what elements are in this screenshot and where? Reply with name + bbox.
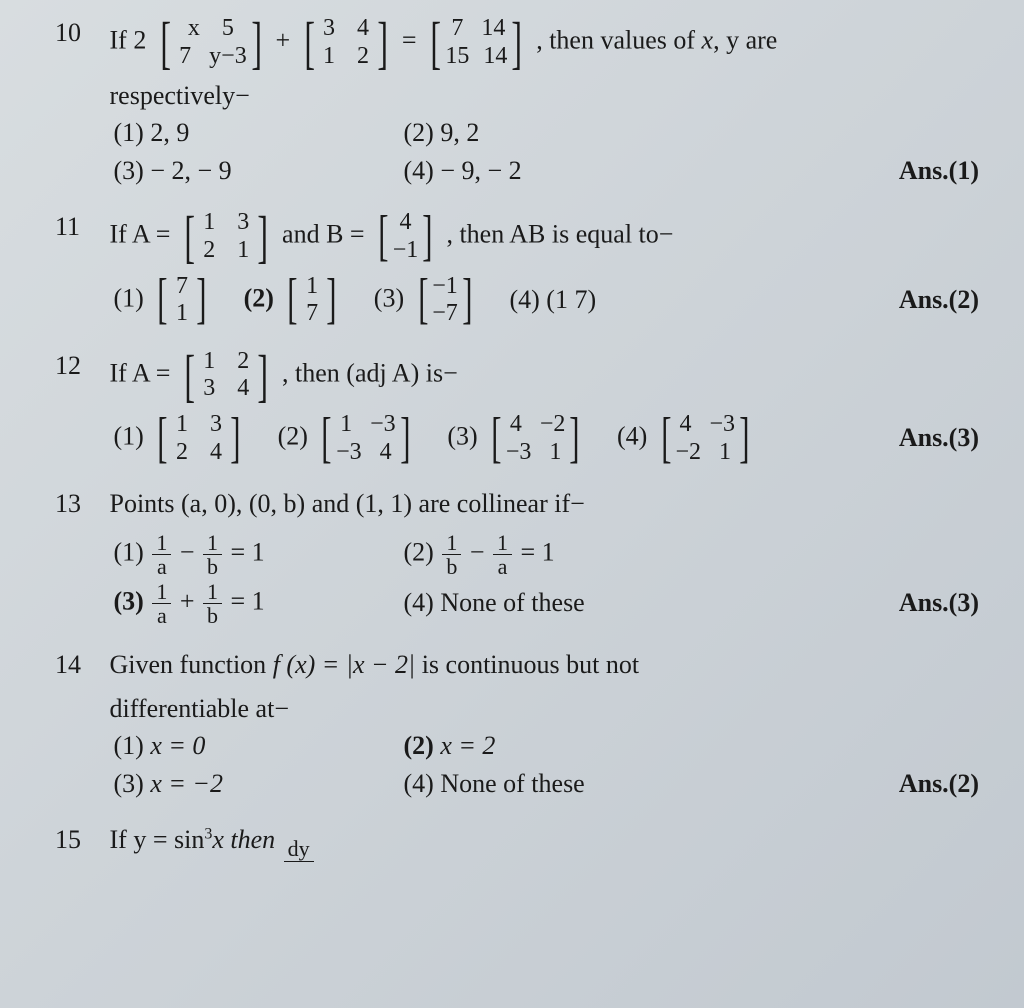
opt-4: (4) None of these — [404, 766, 664, 802]
opt-1: (1) [1324] — [114, 411, 248, 466]
qbody: Given function f (x) = |x − 2| is contin… — [110, 647, 990, 805]
question-14: 14 Given function f (x) = |x − 2| is con… — [55, 647, 994, 805]
opt-4: (4) − 9, − 2 — [404, 153, 664, 189]
eq: = — [402, 26, 423, 55]
stem-pre: If 2 — [110, 26, 147, 55]
opt-3: (3) x = −2 — [114, 766, 374, 802]
opt-1: (1) x = 0 — [114, 728, 374, 764]
xvar: x — [702, 26, 714, 55]
opt-4: (4) (1 7) — [509, 282, 596, 318]
qbody: If 2 [x57y−3] + [3412] = [7141514] , the… — [110, 15, 990, 191]
opt-4: (4) [4−3−21] — [617, 411, 757, 466]
options: (1) [1324] (2) [1−3−34] (3) [4−2−31] (4)… — [114, 411, 990, 466]
stem: Given function f (x) = |x − 2| is contin… — [110, 647, 990, 683]
matrix-2: [3412] — [300, 15, 393, 70]
options: (1) 2, 9 (2) 9, 2 (3) − 2, − 9 (4) − 9, … — [114, 115, 990, 190]
stem-line2: differentiable at− — [110, 691, 990, 727]
qbody: If A = [1321] and B = [4−1] , then AB is… — [110, 209, 990, 329]
qnum: 12 — [55, 348, 103, 384]
opt-2: (2) [1−3−34] — [278, 411, 418, 466]
opt-4: (4) None of these — [404, 585, 664, 621]
question-10: 10 If 2 [x57y−3] + [3412] = [7141514] , … — [55, 15, 994, 191]
stem-post2: , y are — [713, 26, 777, 55]
answer: Ans.(3) — [899, 585, 979, 621]
answer: Ans.(3) — [899, 420, 979, 456]
question-12: 12 If A = [1234] , then (adj A) is− (1) … — [55, 348, 994, 468]
plus: + — [276, 26, 297, 55]
qbody: Points (a, 0), (0, b) and (1, 1) are col… — [110, 486, 990, 629]
answer: Ans.(2) — [899, 282, 979, 318]
opt-3: (3) − 2, − 9 — [114, 153, 374, 189]
qbody: If A = [1234] , then (adj A) is− (1) [13… — [110, 348, 990, 468]
opt-2: (2) 1b − 1a = 1 — [404, 531, 664, 578]
opt-3: (3) [−1−7] — [374, 273, 480, 328]
matrix-A: [1321] — [180, 209, 273, 264]
stem: If A = [1321] and B = [4−1] , then AB is… — [110, 209, 990, 264]
stem-line2: respectively− — [110, 78, 990, 114]
opt-1: (1) 1a − 1b = 1 — [114, 531, 374, 578]
qnum: 13 — [55, 486, 103, 522]
qnum: 14 — [55, 647, 103, 683]
answer: Ans.(2) — [899, 766, 979, 802]
opt-1: (1) [71] — [114, 273, 214, 328]
matrix-3: [7141514] — [426, 15, 527, 70]
opt-2: (2) 9, 2 — [404, 115, 664, 151]
opt-3: (3) 1a + 1b = 1 — [114, 580, 374, 627]
question-13: 13 Points (a, 0), (0, b) and (1, 1) are … — [55, 486, 994, 629]
options: (1) [71] (2) [17] (3) [−1−7] (4) (1 7) A… — [114, 273, 990, 328]
opt-1: (1) 2, 9 — [114, 115, 374, 151]
stem: If 2 [x57y−3] + [3412] = [7141514] , the… — [110, 15, 990, 70]
options: (1) x = 0 (2) x = 2 (3) x = −2 (4) None … — [114, 728, 990, 803]
answer: Ans.(1) — [899, 153, 979, 189]
qbody: If y = sin3x then dy — [110, 822, 990, 861]
opt-2: (2) [17] — [244, 273, 344, 328]
matrix-1: [x57y−3] — [156, 15, 266, 70]
question-11: 11 If A = [1321] and B = [4−1] , then AB… — [55, 209, 994, 329]
qnum: 10 — [55, 15, 103, 51]
matrix-B: [4−1] — [374, 209, 437, 264]
stem-post: , then values of — [536, 26, 701, 55]
qnum: 15 — [55, 822, 103, 858]
options: (1) 1a − 1b = 1 (2) 1b − 1a = 1 (3) 1a +… — [114, 531, 990, 627]
opt-2: (2) x = 2 — [404, 728, 664, 764]
opt-3: (3) [4−2−31] — [447, 411, 587, 466]
stem: Points (a, 0), (0, b) and (1, 1) are col… — [110, 486, 990, 522]
qnum: 11 — [55, 209, 103, 245]
question-15: 15 If y = sin3x then dy — [55, 822, 994, 861]
stem: If A = [1234] , then (adj A) is− — [110, 348, 990, 403]
matrix-A: [1234] — [180, 348, 273, 403]
